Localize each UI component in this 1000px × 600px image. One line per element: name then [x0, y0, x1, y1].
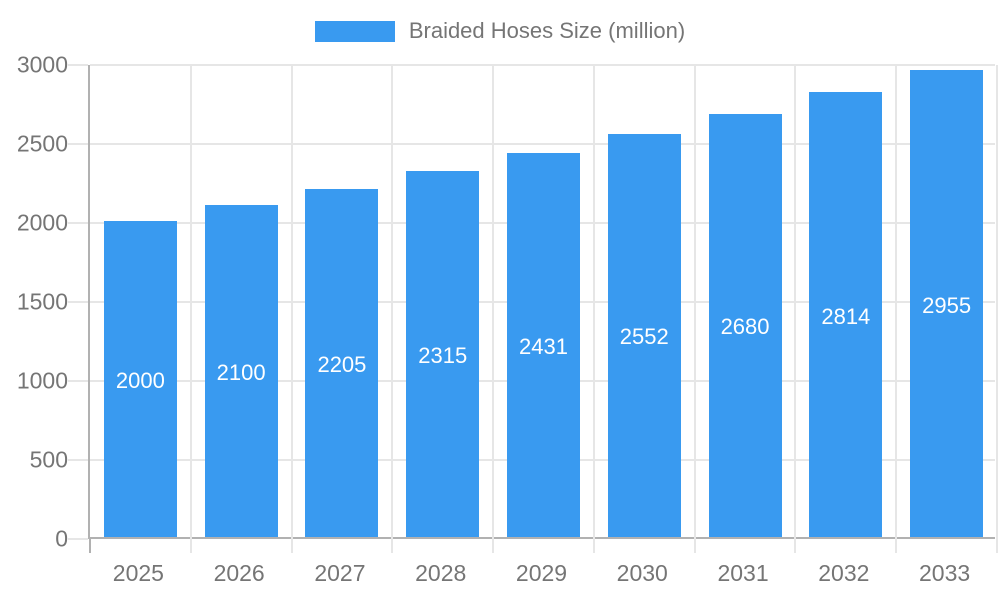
y-axis-tick-label: 0 — [55, 525, 68, 552]
gridline-vertical — [391, 65, 394, 537]
x-axis-tick — [89, 537, 91, 553]
bar-value-label: 2000 — [115, 368, 165, 393]
x-axis-tick — [189, 537, 192, 553]
bar-value-label: 2100 — [216, 360, 266, 386]
y-axis-tick — [68, 222, 88, 224]
x-axis-category-label: 2031 — [717, 560, 769, 586]
gridline-vertical — [290, 65, 293, 537]
y-axis-tick-label: 500 — [29, 446, 68, 473]
y-axis-tick — [68, 459, 88, 461]
legend[interactable]: Braided Hoses Size (million) — [0, 16, 1000, 46]
gridline-vertical — [895, 65, 898, 537]
x-axis-category-label: 2029 — [515, 560, 568, 586]
bar-2027 — [305, 188, 379, 537]
bar-value-label: 2431 — [519, 333, 568, 359]
bar-value-label: 2814 — [821, 303, 871, 329]
legend-swatch — [314, 20, 395, 42]
bar-2026 — [204, 205, 278, 537]
x-axis-category-label: 2032 — [818, 560, 870, 586]
gridline-vertical — [189, 65, 192, 537]
x-axis-category-label: 2030 — [616, 560, 668, 586]
x-axis-tick — [592, 537, 595, 553]
bar-2025 — [103, 221, 177, 537]
y-axis-tick-label: 2000 — [16, 209, 68, 236]
bar-value-label: 2315 — [418, 343, 468, 369]
bar-value-label: 2205 — [317, 351, 367, 377]
legend-label: Braided Hoses Size (million) — [408, 18, 686, 43]
bar-2032 — [809, 92, 883, 537]
bar-2031 — [708, 113, 782, 537]
y-axis-tick — [68, 380, 88, 382]
x-axis-tick — [794, 537, 797, 553]
gridline-vertical — [996, 65, 998, 537]
x-axis-category-label: 2025 — [112, 560, 164, 586]
y-axis-tick — [68, 64, 88, 66]
y-axis-tick-label: 1500 — [16, 288, 68, 315]
plot-area: 2000 2100 2205 2315 2431 2552 2680 2814 2955 — [68, 64, 998, 553]
x-axis-tick — [693, 537, 696, 553]
y-axis-tick-label: 1000 — [16, 367, 68, 394]
bar-value-label: 2552 — [619, 324, 669, 350]
x-axis-tick — [492, 537, 495, 553]
y-axis-tick — [68, 301, 88, 303]
y-axis-tick-label: 2500 — [16, 130, 68, 157]
x-axis-category-label: 2027 — [314, 560, 366, 586]
y-axis-tick-label: 3000 — [16, 51, 68, 78]
x-axis-tick — [895, 537, 898, 553]
x-axis-tick — [996, 537, 998, 553]
gridline-vertical — [592, 65, 595, 537]
bar-2030 — [607, 133, 681, 537]
bar-value-label: 2680 — [720, 314, 770, 340]
x-axis-category-label: 2033 — [919, 560, 971, 586]
x-axis-category-label: 2028 — [415, 560, 467, 586]
gridline-vertical — [492, 65, 495, 537]
x-axis-tick — [391, 537, 394, 553]
x-axis-tick — [290, 537, 293, 553]
gridline-horizontal — [90, 143, 995, 145]
bar-2029 — [507, 152, 580, 537]
gridline-horizontal — [90, 64, 995, 66]
gridline-vertical — [693, 65, 696, 537]
bar-2028 — [406, 171, 480, 537]
y-axis-tick — [68, 538, 88, 540]
x-axis-category-label: 2026 — [213, 560, 265, 586]
bar-2033 — [910, 70, 984, 537]
bar-value-label: 2955 — [922, 292, 972, 318]
y-axis-tick — [68, 143, 88, 145]
gridline-vertical — [794, 65, 797, 537]
